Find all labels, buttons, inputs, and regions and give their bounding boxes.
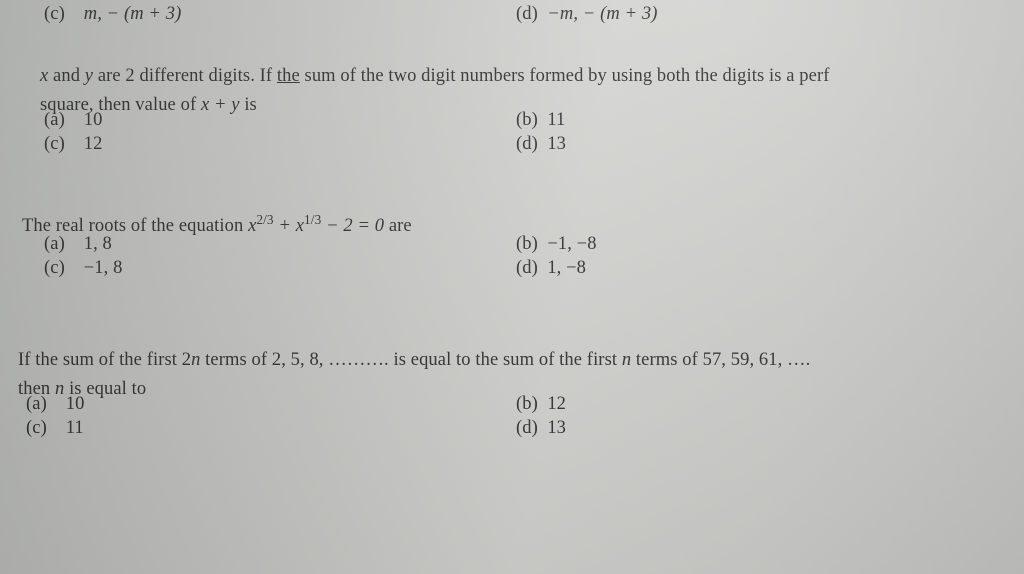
option-text: 1, −8 xyxy=(547,258,586,278)
q1-option-b: (b) 11 xyxy=(516,110,565,131)
option-label: (a) xyxy=(26,394,47,414)
q3-option-c: (c) 11 xyxy=(22,418,84,438)
var-n: n xyxy=(622,350,631,370)
option-text: 12 xyxy=(84,134,103,154)
q3-option-a: (a) 10 xyxy=(22,394,84,414)
q2-option-d: (d) 1, −8 xyxy=(516,258,586,279)
expr: 2n xyxy=(182,350,201,370)
option-label: (d) xyxy=(516,134,538,154)
q1-option-c: (c) 12 xyxy=(22,134,102,154)
q3-option-b: (b) 12 xyxy=(516,394,566,415)
q3-option-d: (d) 13 xyxy=(516,418,566,439)
option-text: 11 xyxy=(66,418,84,438)
option-text: 10 xyxy=(66,394,85,414)
q2-option-c: (c) −1, 8 xyxy=(22,258,122,278)
option-text: 10 xyxy=(84,110,103,130)
option-label: (a) xyxy=(44,110,65,130)
q1-option-d: (d) 13 xyxy=(516,134,566,155)
option-text: 13 xyxy=(547,134,566,154)
option-label: (d) xyxy=(516,258,538,278)
option-text: 12 xyxy=(547,394,566,414)
option-label: (b) xyxy=(516,234,538,254)
option-label: (c) xyxy=(26,418,47,438)
option-text: 11 xyxy=(547,110,565,130)
q0-option-c: (c) m, − (m + 3) xyxy=(22,4,181,24)
option-text: −m, − (m + 3) xyxy=(547,4,657,24)
var-y: y xyxy=(85,66,93,86)
q2-option-b: (b) −1, −8 xyxy=(516,234,597,255)
text: terms of 57, 59, 61, …. xyxy=(631,350,810,370)
text: are 2 different digits. If xyxy=(93,66,277,86)
option-text: −1, −8 xyxy=(547,234,596,254)
q1-option-a: (a) 10 xyxy=(22,110,102,130)
option-text: −1, 8 xyxy=(84,258,123,278)
option-text: 13 xyxy=(547,418,566,438)
option-label: (b) xyxy=(516,394,538,414)
option-label: (a) xyxy=(44,234,65,254)
option-text: 1, 8 xyxy=(84,234,112,254)
text: and xyxy=(48,66,84,86)
text: If the sum of the first xyxy=(18,350,182,370)
option-label: (d) xyxy=(516,4,538,24)
q0-option-d: (d) −m, − (m + 3) xyxy=(516,4,658,25)
text: sum of the two digit numbers formed by u… xyxy=(300,66,830,86)
option-label: (b) xyxy=(516,110,538,130)
option-text: m, − (m + 3) xyxy=(84,4,182,24)
option-label: (c) xyxy=(44,4,65,24)
option-label: (c) xyxy=(44,134,65,154)
option-label: (c) xyxy=(44,258,65,278)
text: terms of 2, 5, 8, ………. is equal to the s… xyxy=(200,350,621,370)
underlined-the: the xyxy=(277,66,300,86)
q2-option-a: (a) 1, 8 xyxy=(22,234,112,254)
scanned-page: (c) m, − (m + 3) (d) −m, − (m + 3) x and… xyxy=(0,0,1024,574)
option-label: (d) xyxy=(516,418,538,438)
